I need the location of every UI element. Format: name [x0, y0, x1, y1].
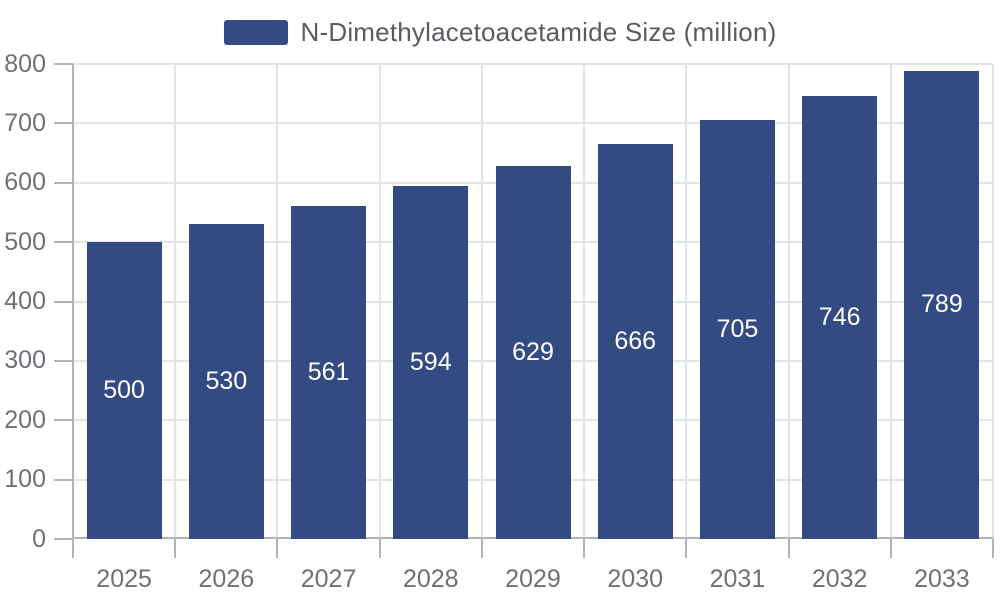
x-axis-label: 2032: [811, 565, 868, 593]
y-axis-tick: [54, 359, 73, 362]
y-axis-tick: [54, 181, 73, 184]
x-axis-tick: [276, 539, 279, 558]
y-axis-label: 500: [4, 227, 46, 256]
bar-value-label: 594: [409, 348, 452, 377]
bar[interactable]: 705: [699, 120, 775, 539]
legend-swatch: [223, 20, 288, 45]
x-gridline: [276, 64, 279, 539]
y-axis-tick: [54, 300, 73, 303]
bar-value-label: 561: [307, 357, 350, 386]
y-axis-label: 600: [4, 168, 46, 197]
x-gridline: [174, 64, 177, 539]
y-axis-label: 700: [4, 108, 46, 137]
x-axis-tick: [378, 539, 381, 558]
x-axis-tick: [583, 539, 586, 558]
bar[interactable]: 666: [597, 143, 673, 539]
x-axis-tick: [480, 539, 483, 558]
x-axis-label: 2026: [198, 565, 255, 593]
bar-value-label: 789: [921, 290, 963, 319]
x-axis-label: 2029: [505, 565, 561, 593]
x-gridline: [889, 64, 892, 539]
bar[interactable]: 500: [86, 242, 162, 539]
x-axis-tick: [685, 539, 688, 558]
x-axis-tick: [174, 539, 177, 558]
x-axis-tick: [889, 539, 892, 558]
legend-item[interactable]: N-Dimethylacetoacetamide Size (million): [0, 17, 1000, 48]
y-axis-tick: [54, 478, 73, 481]
y-axis-tick: [54, 241, 73, 244]
x-gridline: [992, 64, 994, 539]
x-gridline: [378, 64, 381, 539]
bar[interactable]: 530: [188, 224, 264, 539]
x-axis-tick: [992, 539, 994, 558]
bar-value-label: 530: [205, 367, 248, 396]
bar-value-label: 500: [103, 376, 145, 405]
x-axis-label: 2028: [402, 565, 459, 593]
bar[interactable]: 789: [904, 70, 980, 539]
bar[interactable]: 561: [291, 205, 367, 539]
x-axis-label: 2027: [300, 565, 357, 593]
bar-value-label: 705: [716, 315, 759, 344]
bar[interactable]: 594: [393, 186, 469, 539]
y-axis-label: 300: [4, 346, 46, 375]
y-gridline: [73, 122, 993, 125]
y-axis-label: 200: [4, 405, 46, 434]
bar-value-label: 666: [614, 326, 657, 355]
bar-value-label: 629: [512, 337, 554, 366]
bar[interactable]: 746: [802, 96, 878, 539]
y-axis-tick: [54, 538, 73, 540]
x-axis-tick: [787, 539, 790, 558]
y-axis-tick: [54, 63, 73, 65]
x-gridline: [787, 64, 790, 539]
x-axis-tick: [72, 539, 74, 558]
x-axis-label: 2033: [914, 565, 970, 593]
x-axis-label: 2025: [96, 565, 152, 593]
x-axis-label: 2030: [607, 565, 664, 593]
y-axis-tick: [54, 419, 73, 422]
y-axis-label: 0: [32, 524, 46, 553]
x-axis-label: 2031: [709, 565, 766, 593]
legend-label: N-Dimethylacetoacetamide Size (million): [300, 17, 777, 47]
bar[interactable]: 629: [495, 165, 571, 539]
y-axis-line: [72, 64, 74, 539]
x-gridline: [480, 64, 483, 539]
x-gridline: [583, 64, 586, 539]
y-gridline: [73, 63, 993, 65]
y-axis-label: 400: [4, 287, 46, 315]
y-axis-label: 800: [4, 49, 46, 78]
y-axis-label: 100: [4, 465, 46, 494]
bar-value-label: 746: [818, 303, 861, 332]
y-axis-tick: [54, 122, 73, 125]
x-gridline: [685, 64, 688, 539]
